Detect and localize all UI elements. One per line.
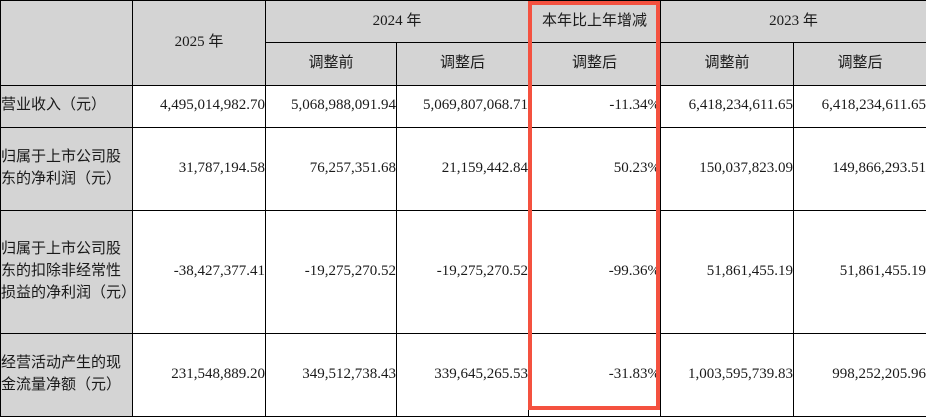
cell-2024-before-adjust: 76,257,351.68 <box>265 127 397 211</box>
header-year-2025: 2025 年 <box>132 0 266 86</box>
table-row: 归属于上市公司股东的扣除非经常性损益的净利润（元） -38,427,377.41… <box>0 209 926 335</box>
cell-2024-before-adjust: 5,068,988,091.94 <box>265 84 397 129</box>
header-row-subgroups: 调整前 调整后 调整后 调整前 调整后 <box>1 42 926 86</box>
cell-yoy-change: 50.23% <box>528 127 662 211</box>
cell-2023-before-adjust: 51,861,455.19 <box>660 209 795 335</box>
cell-yoy-change: -99.36% <box>528 209 662 335</box>
cell-2023-after-adjust: 6,418,234,611.65 <box>793 84 926 129</box>
row-label: 营业收入（元） <box>0 84 133 129</box>
header-sub-2023-before-adjust: 调整前 <box>660 42 795 86</box>
cell-2025: 31,787,194.58 <box>132 127 266 211</box>
cell-2023-before-adjust: 150,037,823.09 <box>660 127 795 211</box>
row-label: 归属于上市公司股东的扣除非经常性损益的净利润（元） <box>0 209 136 335</box>
cell-2023-before-adjust: 6,418,234,611.65 <box>660 84 795 129</box>
cell-2024-after-adjust: 21,159,442.84 <box>395 127 530 211</box>
table-row: 归属于上市公司股东的净利润（元） 31,787,194.58 76,257,35… <box>0 127 926 211</box>
cell-2025: -38,427,377.41 <box>132 209 266 335</box>
header-year-2024: 2024 年 <box>264 0 530 44</box>
header-year-2023: 2023 年 <box>660 0 926 44</box>
row-label: 归属于上市公司股东的净利润（元） <box>0 127 133 211</box>
cell-2025: 231,548,889.20 <box>132 333 266 417</box>
row-label: 经营活动产生的现金流量净额（元） <box>0 333 133 417</box>
cell-2024-after-adjust: -19,275,270.52 <box>395 209 530 335</box>
cell-2024-before-adjust: -19,275,270.52 <box>265 209 397 335</box>
cell-2025: 4,495,014,982.70 <box>132 84 266 129</box>
table-row: 经营活动产生的现金流量净额（元） 231,548,889.20 349,512,… <box>0 333 926 417</box>
header-sub-2024-before-adjust: 调整前 <box>265 42 397 86</box>
cell-yoy-change: -31.83% <box>528 333 662 417</box>
cell-2023-after-adjust: 149,866,293.51 <box>793 127 926 211</box>
cell-2024-after-adjust: 5,069,807,068.71 <box>395 84 530 129</box>
cell-2024-after-adjust: 339,645,265.53 <box>395 333 530 417</box>
cell-2023-before-adjust: 1,003,595,739.83 <box>660 333 795 417</box>
cell-2024-before-adjust: 349,512,738.43 <box>265 333 397 417</box>
header-corner-cell <box>0 0 133 86</box>
cell-yoy-change: -11.34% <box>528 84 662 129</box>
cell-2023-after-adjust: 998,252,205.96 <box>793 333 926 417</box>
header-row-groups: 2025 年 2024 年 本年比上年增减 2023 年 <box>0 0 926 86</box>
header-sub-yoy-after-adjust: 调整后 <box>528 42 662 86</box>
cell-2023-after-adjust: 51,861,455.19 <box>793 209 926 335</box>
header-sub-2024-after-adjust: 调整后 <box>395 42 530 86</box>
header-yoy-change: 本年比上年增减 <box>528 0 662 44</box>
table-row: 营业收入（元） 4,495,014,982.70 5,068,988,091.9… <box>0 84 926 129</box>
header-sub-2023-after-adjust: 调整后 <box>793 42 926 86</box>
